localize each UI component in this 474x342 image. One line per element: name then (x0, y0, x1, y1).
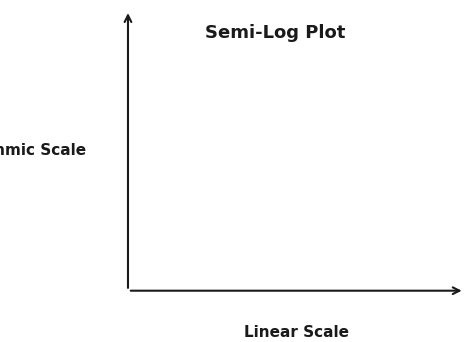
Text: Linear Scale: Linear Scale (244, 325, 349, 340)
Text: Logarithmic Scale: Logarithmic Scale (0, 143, 86, 158)
Text: Semi-Log Plot: Semi-Log Plot (205, 24, 345, 42)
